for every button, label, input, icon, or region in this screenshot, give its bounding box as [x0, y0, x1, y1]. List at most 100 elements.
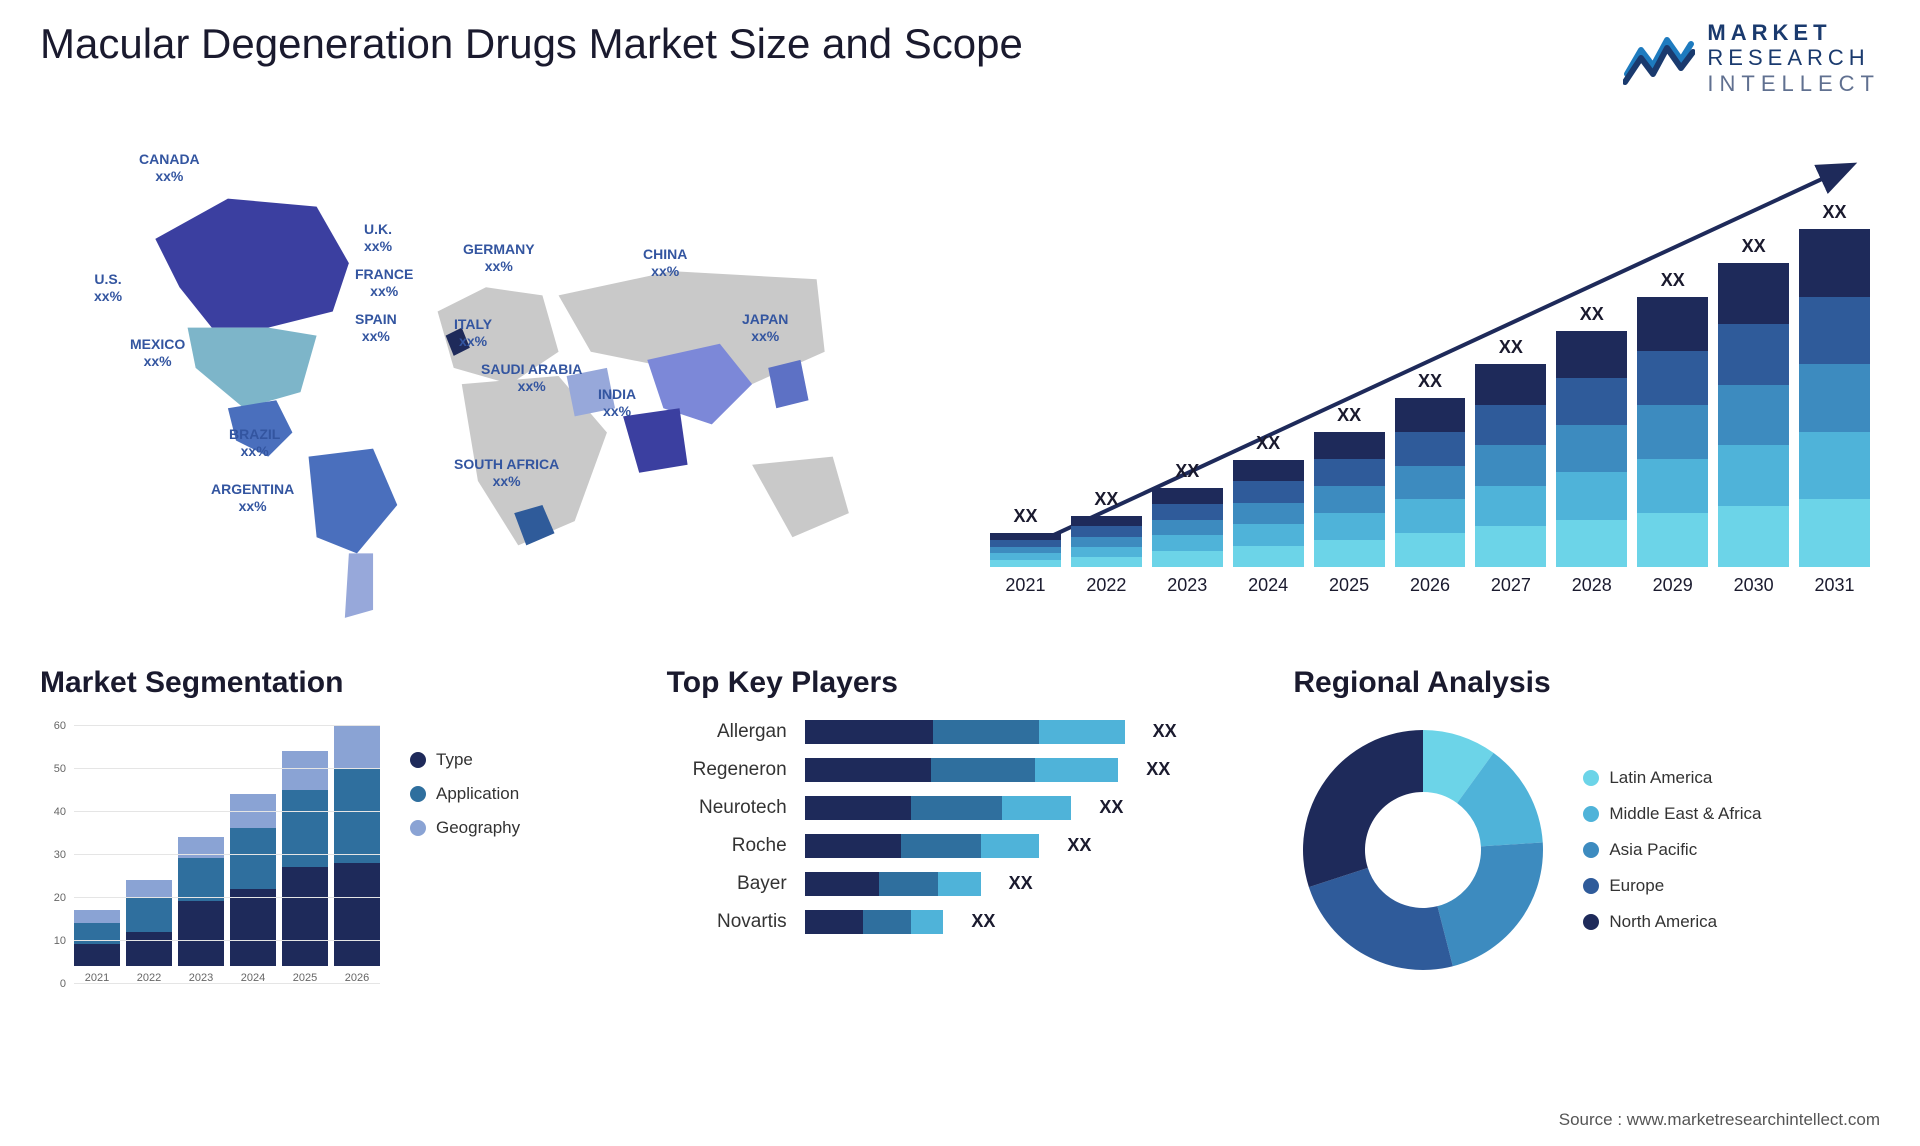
key-player-name: Bayer [667, 873, 787, 895]
logo-icon [1623, 30, 1695, 86]
key-player-segment [933, 720, 1040, 744]
key-player-segment [911, 910, 943, 934]
key-player-value: XX [1146, 759, 1170, 780]
forecast-year-label: 2021 [1005, 575, 1045, 596]
legend-dot [410, 820, 426, 836]
legend-item: Middle East & Africa [1583, 804, 1761, 824]
seg-segment [178, 901, 224, 966]
forecast-segment [1718, 263, 1789, 324]
map-label: ARGENTINAxx% [211, 481, 294, 515]
forecast-segment [1152, 504, 1223, 520]
forecast-segment [1314, 459, 1385, 486]
seg-segment [334, 725, 380, 768]
map-label: U.S.xx% [94, 271, 122, 305]
forecast-segment [1637, 459, 1708, 513]
forecast-segment [1556, 425, 1627, 472]
regional-legend: Latin America Middle East & Africa Asia Pa… [1583, 768, 1761, 932]
seg-bar: 2023 [178, 837, 224, 984]
forecast-year-label: 2024 [1248, 575, 1288, 596]
forecast-segment [1556, 472, 1627, 519]
map-region [309, 448, 398, 553]
forecast-segment [1314, 540, 1385, 567]
forecast-segment [1718, 324, 1789, 385]
key-player-segment [805, 872, 880, 896]
forecast-segment [1556, 331, 1627, 378]
map-label: SOUTH AFRICAxx% [454, 456, 559, 490]
forecast-segment [1718, 385, 1789, 446]
key-player-segment [931, 758, 1036, 782]
forecast-segment [1233, 524, 1304, 545]
seg-ytick: 20 [54, 892, 66, 904]
key-player-name: Novartis [667, 911, 787, 933]
seg-segment [126, 932, 172, 966]
forecast-year-label: 2023 [1167, 575, 1207, 596]
forecast-segment [1071, 537, 1142, 547]
seg-ytick: 60 [54, 720, 66, 732]
key-player-segment [938, 872, 981, 896]
forecast-segment [1637, 297, 1708, 351]
key-player-segment [901, 834, 981, 858]
forecast-segment [1475, 364, 1546, 405]
key-player-segment [805, 834, 901, 858]
key-player-segment [1035, 758, 1118, 782]
forecast-segment [1637, 405, 1708, 459]
forecast-segment [1395, 499, 1466, 533]
seg-gridline [74, 811, 380, 812]
seg-segment [230, 828, 276, 888]
forecast-value-label: XX [1175, 461, 1199, 482]
seg-segment [282, 867, 328, 966]
forecast-segment [1314, 513, 1385, 540]
forecast-segment [1395, 398, 1466, 432]
legend-dot [1583, 878, 1599, 894]
forecast-segment [990, 540, 1061, 547]
forecast-segment [1233, 460, 1304, 481]
regional-panel: Regional Analysis Latin AmericaMiddle Ea… [1293, 666, 1880, 1010]
segmentation-chart: 0102030405060 202120222023202420252026 [40, 720, 380, 1010]
map-label: BRAZILxx% [229, 426, 280, 460]
key-player-segment [1039, 720, 1124, 744]
key-player-value: XX [971, 911, 995, 932]
forecast-segment [1556, 378, 1627, 425]
forecast-segment [1556, 520, 1627, 567]
key-player-name: Roche [667, 835, 787, 857]
forecast-segment [990, 553, 1061, 560]
seg-bar: 2024 [230, 794, 276, 984]
legend-item: Asia Pacific [1583, 840, 1761, 860]
seg-ytick: 50 [54, 763, 66, 775]
seg-ytick: 30 [54, 849, 66, 861]
forecast-bar: XX2030 [1718, 236, 1789, 596]
forecast-value-label: XX [1013, 506, 1037, 527]
forecast-segment [1799, 229, 1870, 297]
forecast-year-label: 2031 [1814, 575, 1854, 596]
seg-gridline [74, 897, 380, 898]
legend-label: North America [1609, 912, 1717, 932]
key-player-name: Neurotech [667, 797, 787, 819]
map-label: INDIAxx% [598, 386, 636, 420]
legend-item: Latin America [1583, 768, 1761, 788]
forecast-segment [1071, 547, 1142, 557]
key-player-row: RocheXX [667, 834, 1254, 858]
forecast-segment [1475, 526, 1546, 567]
seg-segment [126, 897, 172, 931]
forecast-segment [1799, 499, 1870, 567]
logo-line3: INTELLECT [1707, 71, 1880, 96]
key-players-chart: AllerganXXRegeneronXXNeurotechXXRocheXXB… [667, 720, 1254, 934]
forecast-segment [1152, 488, 1223, 504]
seg-segment [282, 751, 328, 790]
forecast-year-label: 2025 [1329, 575, 1369, 596]
legend-dot [1583, 770, 1599, 786]
legend-label: Middle East & Africa [1609, 804, 1761, 824]
seg-segment [230, 889, 276, 966]
forecast-segment [1799, 297, 1870, 365]
legend-label: Europe [1609, 876, 1664, 896]
key-player-value: XX [1009, 873, 1033, 894]
key-player-segment [863, 910, 911, 934]
seg-segment [74, 923, 120, 944]
legend-item: Europe [1583, 876, 1761, 896]
key-players-panel: Top Key Players AllerganXXRegeneronXXNeu… [667, 666, 1254, 1010]
forecast-segment [1314, 486, 1385, 513]
forecast-value-label: XX [1580, 304, 1604, 325]
key-player-row: NeurotechXX [667, 796, 1254, 820]
legend-label: Asia Pacific [1609, 840, 1697, 860]
map-label: JAPANxx% [742, 311, 788, 345]
